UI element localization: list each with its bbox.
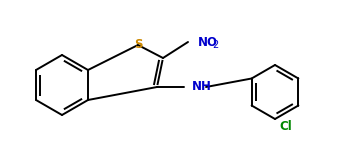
Text: S: S (134, 38, 142, 52)
Text: Cl: Cl (279, 120, 292, 133)
Text: NH: NH (192, 81, 212, 94)
Text: NO: NO (198, 36, 218, 49)
Text: 2: 2 (212, 40, 218, 50)
